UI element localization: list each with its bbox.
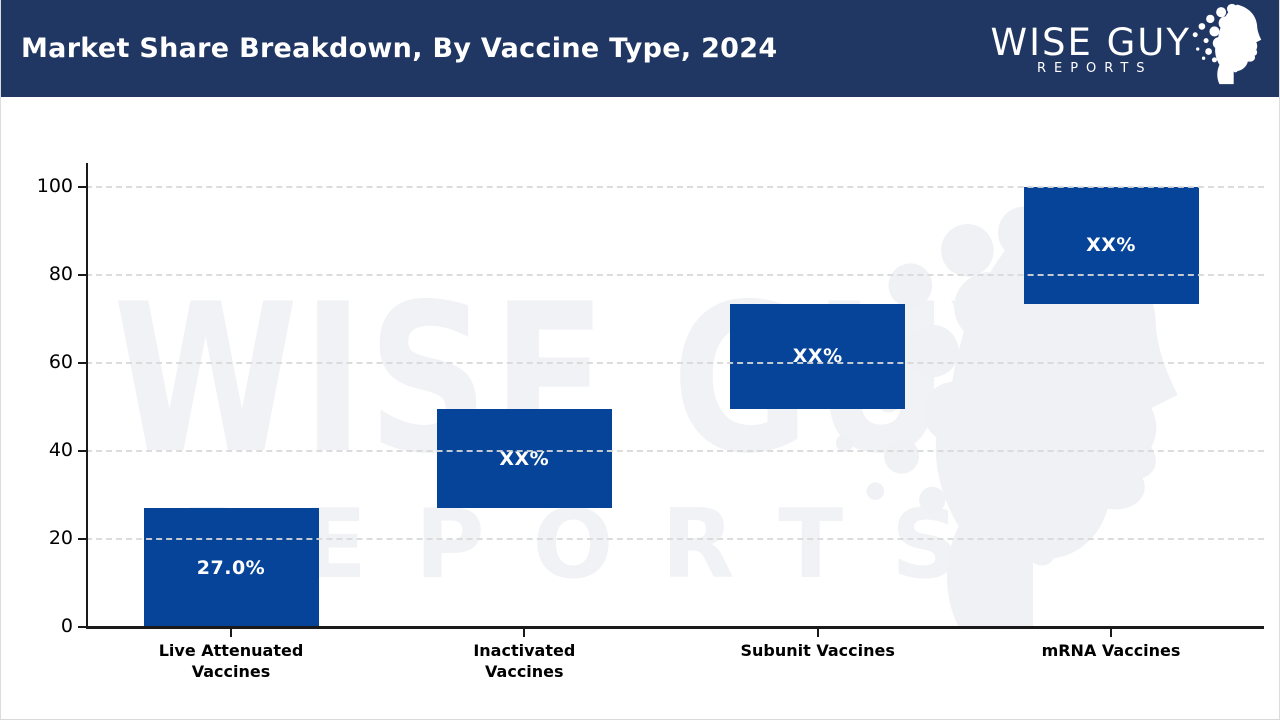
bar-segment-1: 27.0%: [143, 508, 319, 627]
x-category-label-line: Live Attenuated: [158, 641, 304, 660]
y-tick-label-60: 60: [48, 351, 73, 373]
gridline-20: [86, 538, 1264, 540]
bar-segment-4: XX%: [1023, 187, 1199, 304]
x-category-label-line: Subunit Vaccines: [740, 641, 895, 660]
gridline-40: [86, 450, 1264, 452]
gridline-60: [86, 362, 1264, 364]
y-tick-label-40: 40: [48, 439, 73, 461]
bar-value-label-2: XX%: [499, 447, 550, 470]
x-category-label-1: Live Attenuated Vaccines: [101, 640, 361, 682]
gridline-100: [86, 186, 1264, 188]
brand-subname: REPORTS: [1036, 61, 1153, 77]
x-tick-1: [230, 629, 232, 637]
x-axis-line: [86, 626, 1264, 629]
header-band: Market Share Breakdown, By Vaccine Type,…: [1, 0, 1279, 97]
y-tick-label-0: 0: [60, 615, 73, 637]
y-tick-100: [78, 186, 86, 188]
gridline-80: [86, 274, 1264, 276]
y-tick-label-100: 100: [36, 175, 73, 197]
y-tick-label-20: 20: [48, 527, 73, 549]
bar-value-label-3: XX%: [792, 345, 843, 368]
bar-segment-2: XX%: [436, 409, 612, 509]
y-tick-label-80: 80: [48, 263, 73, 285]
x-tick-3: [816, 629, 819, 637]
brand-logo: WISE GUY REPORTS: [990, 3, 1269, 94]
x-category-label-line: Vaccines: [191, 662, 271, 681]
x-tick-2: [523, 629, 526, 637]
y-axis-line: [86, 163, 88, 628]
x-category-label-line: mRNA Vaccines: [1041, 641, 1181, 660]
x-category-label-2: Inactivated Vaccines: [394, 640, 654, 682]
y-tick-0: [78, 626, 86, 628]
brand-logo-text: WISE GUY REPORTS: [990, 20, 1191, 77]
y-tick-60: [78, 362, 86, 364]
page-title: Market Share Breakdown, By Vaccine Type,…: [21, 33, 778, 64]
x-category-label-3: Subunit Vaccines: [688, 640, 948, 661]
bar-segment-3: XX%: [730, 303, 906, 410]
brand-name: WISE GUY: [990, 20, 1191, 64]
bar-value-label-4: XX%: [1086, 234, 1136, 257]
dotted-head-icon: [1192, 3, 1262, 85]
y-tick-40: [78, 450, 86, 452]
y-tick-20: [78, 538, 86, 540]
x-category-label-line: Vaccines: [485, 662, 564, 681]
x-category-label-line: Inactivated: [473, 641, 576, 660]
y-tick-80: [78, 274, 86, 276]
bar-value-label-1: 27.0%: [196, 556, 266, 579]
x-category-label-4: mRNA Vaccines: [981, 640, 1241, 661]
x-tick-4: [1110, 629, 1112, 637]
